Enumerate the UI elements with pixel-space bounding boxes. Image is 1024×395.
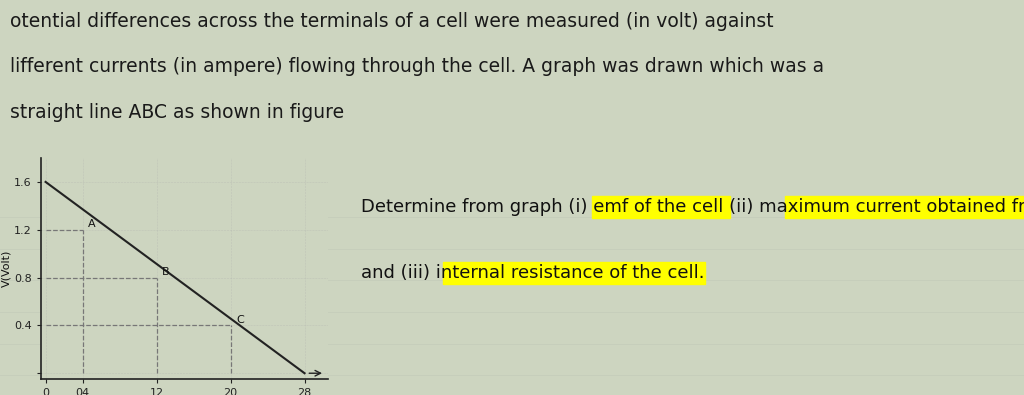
Text: otential differences across the terminals of a cell were measured (in volt) agai: otential differences across the terminal…: [10, 12, 774, 31]
Text: lifferent currents (in ampere) flowing through the cell. A graph was drawn which: lifferent currents (in ampere) flowing t…: [10, 57, 824, 76]
Bar: [443, 262, 705, 284]
Text: C: C: [237, 315, 244, 325]
Text: B: B: [162, 267, 170, 277]
Bar: [784, 196, 1024, 218]
Y-axis label: V(Volt): V(Volt): [1, 250, 11, 287]
Bar: [592, 196, 729, 218]
Text: and (iii) internal resistance of the cell.: and (iii) internal resistance of the cel…: [361, 264, 705, 282]
Text: A: A: [88, 219, 96, 229]
Text: Determine from graph (i) emf of the cell (ii) maximum current obtained from the : Determine from graph (i) emf of the cell…: [361, 198, 1024, 216]
Text: straight line ABC as shown in figure: straight line ABC as shown in figure: [10, 103, 344, 122]
